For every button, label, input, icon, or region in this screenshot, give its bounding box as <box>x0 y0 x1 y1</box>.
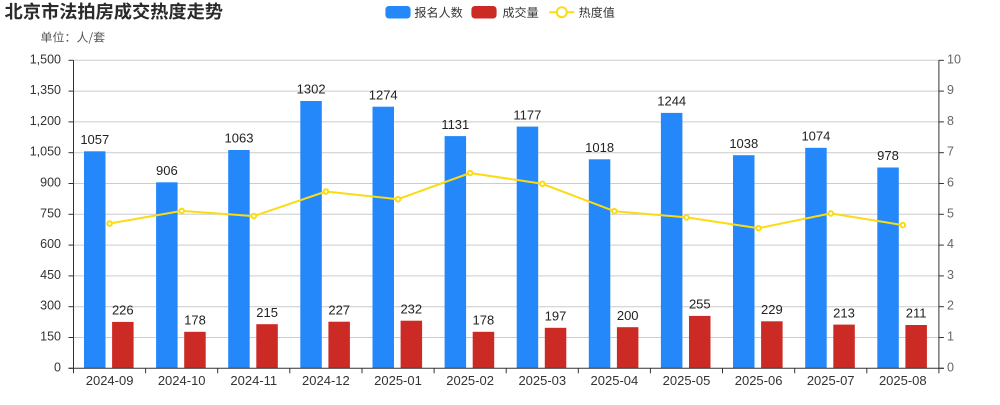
svg-text:1244: 1244 <box>657 94 686 109</box>
svg-text:600: 600 <box>40 237 61 251</box>
svg-text:2025-05: 2025-05 <box>663 373 711 388</box>
svg-text:300: 300 <box>40 299 61 313</box>
svg-text:211: 211 <box>906 306 927 321</box>
svg-text:10: 10 <box>947 52 961 66</box>
svg-text:1177: 1177 <box>513 107 541 122</box>
svg-text:6: 6 <box>947 176 954 190</box>
svg-text:750: 750 <box>40 206 61 220</box>
svg-text:4: 4 <box>947 237 954 251</box>
svg-text:2025-03: 2025-03 <box>518 373 566 388</box>
svg-text:1074: 1074 <box>801 129 830 144</box>
svg-text:450: 450 <box>40 268 61 282</box>
svg-text:2025-01: 2025-01 <box>374 373 422 388</box>
svg-text:1018: 1018 <box>585 140 614 155</box>
svg-text:232: 232 <box>400 301 422 316</box>
svg-text:178: 178 <box>473 313 495 328</box>
svg-text:255: 255 <box>689 297 711 312</box>
svg-text:5: 5 <box>947 206 954 220</box>
svg-text:1,200: 1,200 <box>30 114 61 128</box>
svg-text:1302: 1302 <box>297 82 326 97</box>
svg-text:978: 978 <box>877 148 899 163</box>
svg-text:3: 3 <box>947 268 954 282</box>
svg-text:900: 900 <box>40 176 61 190</box>
svg-text:1,350: 1,350 <box>30 83 61 97</box>
svg-text:1131: 1131 <box>441 117 469 132</box>
svg-text:229: 229 <box>761 302 783 317</box>
svg-text:150: 150 <box>40 330 61 344</box>
svg-text:2025-07: 2025-07 <box>807 373 855 388</box>
svg-text:2024-10: 2024-10 <box>158 373 206 388</box>
svg-text:1: 1 <box>947 330 954 344</box>
svg-text:215: 215 <box>256 305 278 320</box>
svg-text:2: 2 <box>947 299 954 313</box>
svg-text:1063: 1063 <box>225 131 254 146</box>
svg-text:227: 227 <box>328 302 350 317</box>
svg-text:2024-12: 2024-12 <box>302 373 350 388</box>
svg-text:1038: 1038 <box>729 136 758 151</box>
svg-text:2025-02: 2025-02 <box>446 373 494 388</box>
svg-text:178: 178 <box>184 313 206 328</box>
svg-text:8: 8 <box>947 114 954 128</box>
svg-text:2025-04: 2025-04 <box>591 373 639 388</box>
svg-text:1,050: 1,050 <box>30 145 61 159</box>
svg-text:213: 213 <box>833 305 855 320</box>
svg-text:0: 0 <box>54 360 61 374</box>
svg-text:9: 9 <box>947 83 954 97</box>
svg-text:906: 906 <box>156 163 178 178</box>
svg-text:2024-11: 2024-11 <box>230 373 277 388</box>
svg-text:2024-09: 2024-09 <box>86 373 134 388</box>
svg-text:7: 7 <box>947 145 954 159</box>
svg-text:226: 226 <box>112 303 134 318</box>
svg-text:1,500: 1,500 <box>30 52 61 66</box>
svg-text:1274: 1274 <box>369 87 398 102</box>
svg-text:1057: 1057 <box>80 132 109 147</box>
svg-text:2025-08: 2025-08 <box>879 373 927 388</box>
svg-text:2025-06: 2025-06 <box>735 373 783 388</box>
svg-text:197: 197 <box>545 309 567 324</box>
svg-text:200: 200 <box>617 308 639 323</box>
svg-text:0: 0 <box>947 360 954 374</box>
